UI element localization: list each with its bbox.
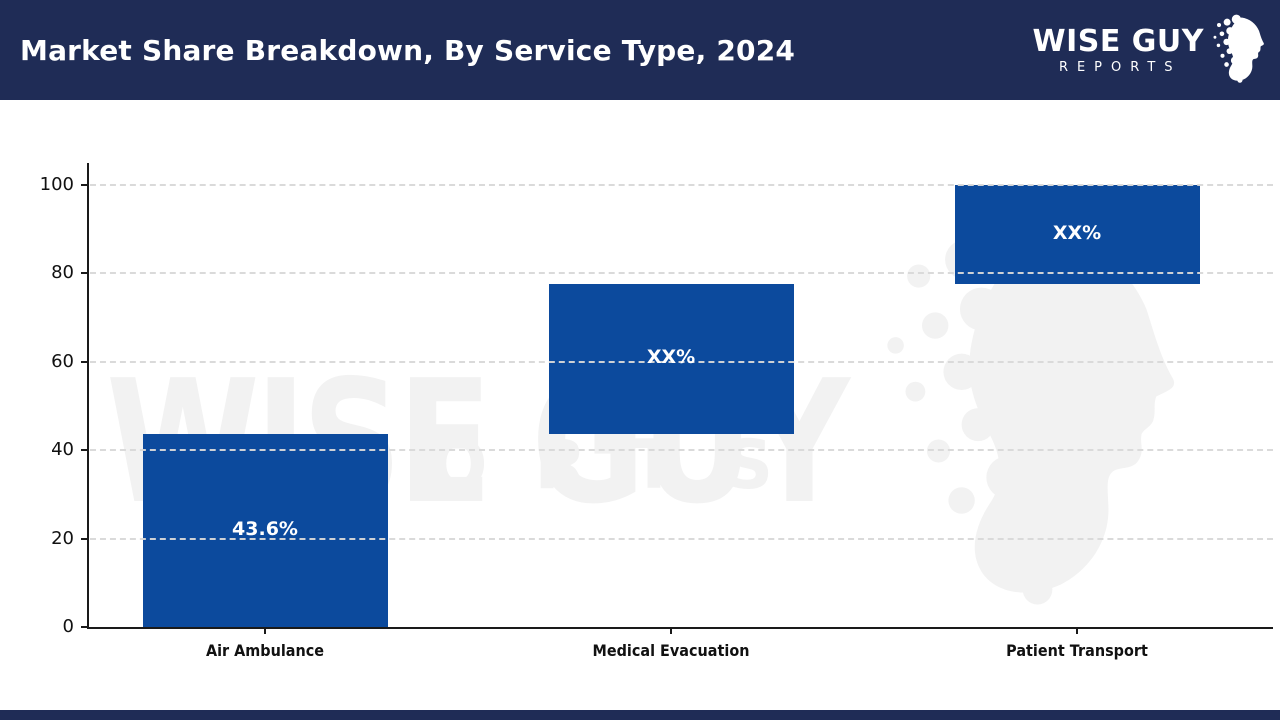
gridline-80 — [90, 272, 1273, 275]
brand-logo-text: WISE GUY REPORTS — [1032, 23, 1204, 75]
x-tick-mark — [1076, 627, 1078, 634]
page-title: Market Share Breakdown, By Service Type,… — [20, 33, 796, 67]
y-tick-label: 80 — [51, 262, 74, 284]
bar-value-label: 43.6% — [232, 517, 298, 540]
y-tick-mark — [81, 537, 88, 540]
y-tick-label: 60 — [51, 350, 74, 372]
bar-air-ambulance — [142, 434, 388, 627]
x-category-label: Air Ambulance — [205, 641, 325, 660]
y-tick-mark — [81, 272, 88, 275]
gridline-100 — [90, 184, 1273, 186]
y-tick-label: 0 — [62, 616, 74, 637]
y-tick-mark — [81, 626, 88, 628]
x-tick-mark — [670, 627, 672, 634]
header-bar: Market Share Breakdown, By Service Type,… — [0, 0, 1280, 100]
x-tick-mark — [264, 627, 266, 634]
x-category-label: Patient Transport — [1006, 641, 1148, 660]
y-tick-mark — [81, 449, 88, 452]
y-axis-line — [87, 163, 89, 629]
gridline-40 — [90, 449, 1273, 452]
dotted-head-icon — [1213, 14, 1264, 83]
x-category-label: Medical Evacuation — [592, 641, 750, 660]
y-tick-label: 20 — [51, 527, 74, 549]
bar-patient-transport — [954, 185, 1200, 285]
bar-medical-evacuation — [548, 284, 794, 435]
footer-bar — [0, 710, 1280, 720]
gridline-60 — [90, 360, 1273, 363]
gridline-20 — [90, 537, 1273, 540]
y-tick-mark — [81, 184, 88, 186]
y-tick-mark — [81, 360, 88, 363]
brand-subtitle: REPORTS — [1058, 59, 1182, 75]
brand-logo: WISE GUY REPORTS — [1032, 8, 1266, 92]
bar-value-label: XX% — [1052, 221, 1102, 244]
y-tick-label: 100 — [39, 174, 74, 195]
x-axis-line — [87, 627, 1273, 629]
brand-name: WISE GUY — [1032, 23, 1204, 59]
bar-value-label: XX% — [646, 346, 696, 369]
y-tick-label: 40 — [51, 439, 74, 461]
